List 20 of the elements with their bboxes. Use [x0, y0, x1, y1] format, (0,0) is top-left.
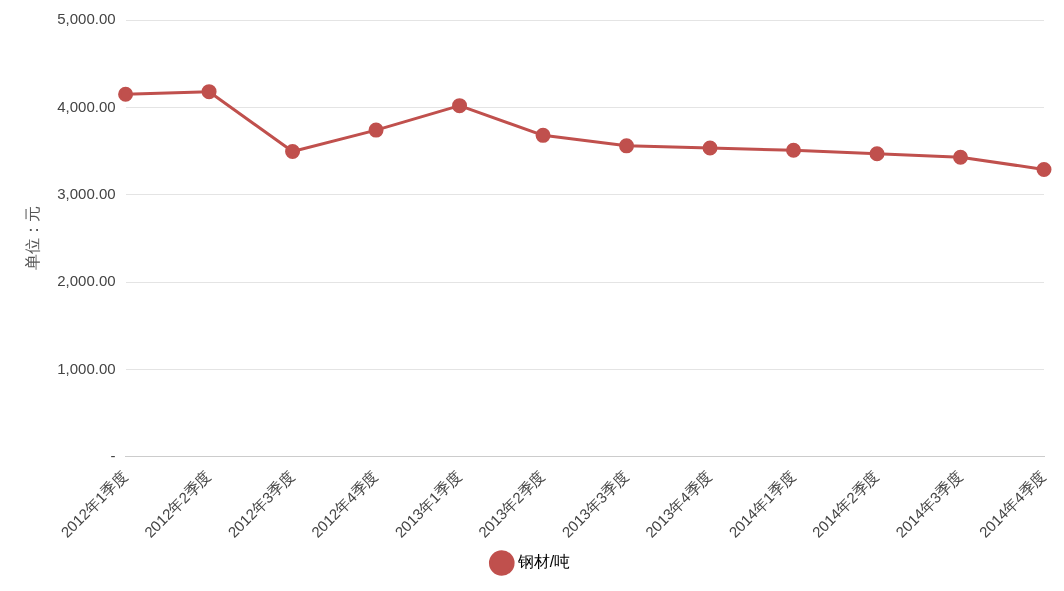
point — [452, 98, 468, 114]
legend-label: 钢材/吨 — [516, 553, 571, 571]
point — [118, 86, 134, 102]
point — [953, 149, 969, 165]
point — [869, 146, 885, 162]
point — [285, 144, 301, 160]
y-tick-label: 1,000.00 — [57, 359, 116, 377]
point — [619, 138, 635, 154]
y-axis-title: 单位：元 — [24, 206, 42, 271]
y-tick-label: - — [110, 447, 116, 465]
y-tick-label: 2,000.00 — [57, 272, 116, 290]
point — [201, 84, 217, 100]
point — [368, 122, 384, 138]
point — [786, 142, 802, 158]
point — [535, 127, 551, 143]
y-tick-label: 5,000.00 — [57, 10, 116, 28]
point — [1036, 161, 1052, 177]
y-tick-label: 4,000.00 — [57, 97, 116, 115]
y-tick-label: 3,000.00 — [57, 184, 116, 202]
point — [702, 140, 718, 156]
